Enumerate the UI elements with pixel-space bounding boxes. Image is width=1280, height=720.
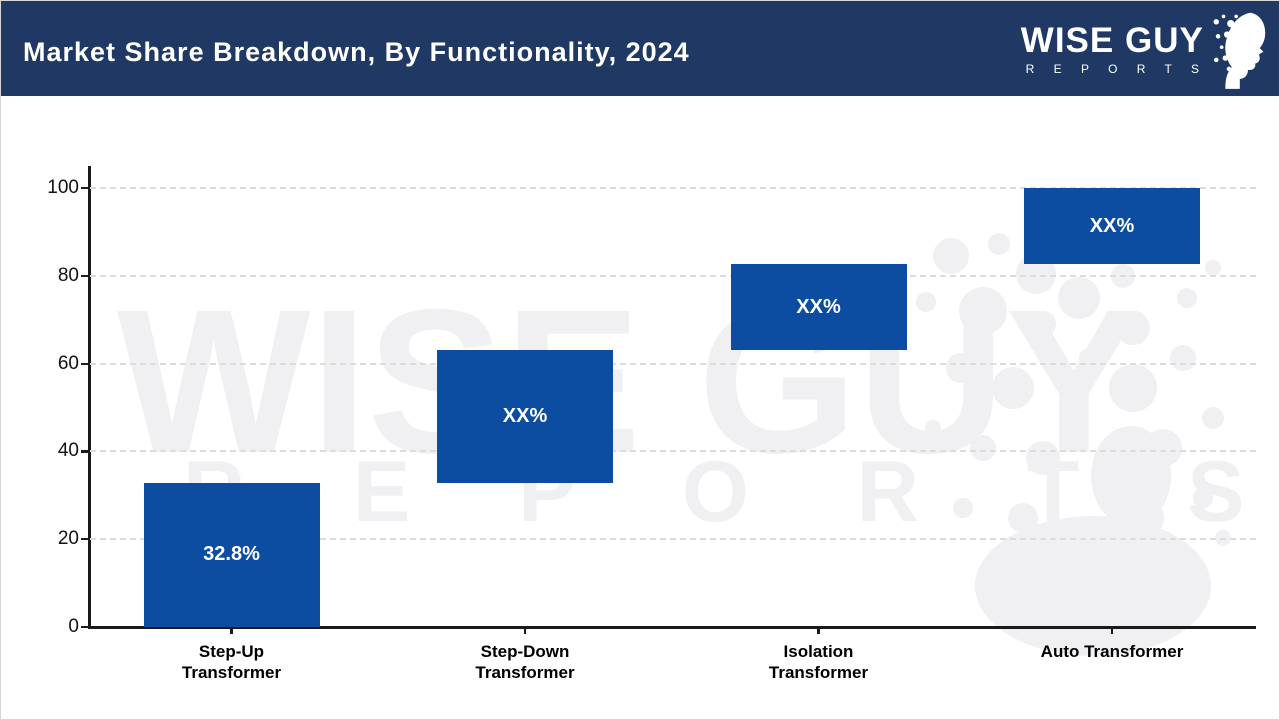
y-tick-label: 0 (68, 616, 79, 637)
y-tick-mark (81, 450, 90, 453)
x-category-label-line: Transformer (181, 663, 282, 682)
y-gridline (90, 362, 1256, 365)
chart-title: Market Share Breakdown, By Functionality… (23, 37, 690, 67)
x-category-label: Step-Up Transformer (102, 641, 362, 683)
y-tick-mark (81, 626, 90, 629)
bar: 32.8% (143, 483, 320, 627)
x-category-label-line: Auto Transformer (1040, 642, 1184, 661)
bar: XX% (1024, 188, 1200, 265)
x-category-label-line: Step-Up (198, 642, 265, 661)
brand-name: WISE GUY (1020, 21, 1204, 60)
y-axis-line (88, 166, 91, 628)
bar-value-label: XX% (502, 405, 548, 428)
y-tick-label: 40 (57, 440, 79, 462)
x-category-label-line: Transformer (475, 663, 575, 682)
y-gridline (90, 538, 1256, 541)
x-axis-line (88, 626, 1256, 629)
y-gridline (90, 450, 1256, 453)
x-tick-mark (817, 627, 820, 634)
y-tick-mark (81, 362, 90, 365)
brand-subtitle: R E P O R T S (1025, 62, 1207, 76)
x-tick-mark (230, 627, 233, 634)
bar-value-label: 32.8% (203, 543, 260, 566)
watermark-head-icon (916, 233, 1231, 656)
x-category-label: Step-Down Transformer (395, 641, 655, 683)
y-tick-label: 20 (57, 528, 79, 550)
y-tick-mark (81, 187, 90, 190)
y-tick-label: 100 (47, 177, 79, 198)
bar: XX% (730, 264, 907, 351)
bar: XX% (437, 350, 613, 483)
brand-text: WISE GUY R E P O R T S (1018, 21, 1207, 77)
brand-logo: WISE GUY R E P O R T S (1018, 9, 1267, 89)
x-category-label: Auto Transformer (982, 641, 1242, 662)
y-gridline (90, 187, 1256, 189)
y-tick-mark (81, 538, 90, 541)
x-category-label-line: Transformer (768, 663, 869, 682)
bar-value-label: XX% (1089, 214, 1135, 237)
header-bar: Market Share Breakdown, By Functionality… (1, 1, 1279, 96)
y-tick-label: 80 (57, 264, 79, 286)
y-gridline (90, 274, 1256, 277)
x-category-label-line: Step-Down (480, 642, 570, 661)
x-tick-mark (523, 627, 527, 634)
x-category-label-line: Isolation (783, 642, 854, 661)
y-tick-label: 60 (57, 352, 79, 374)
x-tick-mark (1110, 627, 1114, 634)
bar-value-label: XX% (796, 295, 841, 318)
x-category-label: Isolation Transformer (689, 641, 949, 683)
brand-head-icon (1213, 12, 1266, 89)
y-tick-mark (81, 274, 90, 277)
